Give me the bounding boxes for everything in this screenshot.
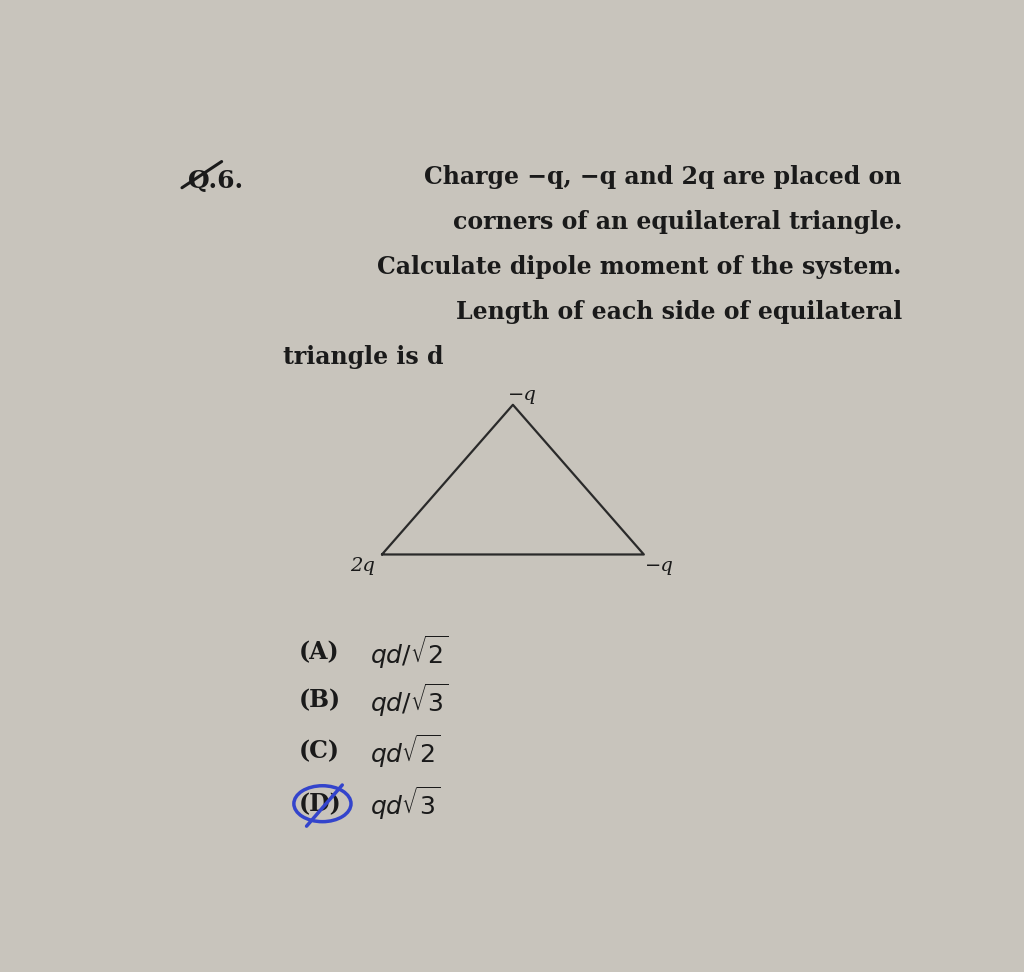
Text: −q: −q (508, 386, 537, 404)
Text: (C): (C) (299, 740, 340, 763)
Text: 2q: 2q (349, 557, 375, 574)
Text: −q: −q (645, 557, 674, 574)
Text: Calculate dipole moment of the system.: Calculate dipole moment of the system. (378, 255, 902, 279)
Text: triangle is d: triangle is d (283, 345, 443, 369)
Text: $qd\sqrt{2}$: $qd\sqrt{2}$ (370, 733, 440, 770)
Text: corners of an equilateral triangle.: corners of an equilateral triangle. (453, 210, 902, 234)
Text: (A): (A) (299, 640, 339, 664)
Text: Charge −q, −q and 2q are placed on: Charge −q, −q and 2q are placed on (424, 165, 902, 190)
Text: $qd / \sqrt{2}$: $qd / \sqrt{2}$ (370, 633, 449, 671)
Text: $qd\sqrt{3}$: $qd\sqrt{3}$ (370, 785, 440, 822)
Text: $qd / \sqrt{3}$: $qd / \sqrt{3}$ (370, 681, 449, 719)
Text: (D): (D) (299, 792, 341, 816)
Text: (B): (B) (299, 688, 341, 712)
Text: Q.6.: Q.6. (187, 169, 243, 193)
Text: Length of each side of equilateral: Length of each side of equilateral (456, 300, 902, 324)
